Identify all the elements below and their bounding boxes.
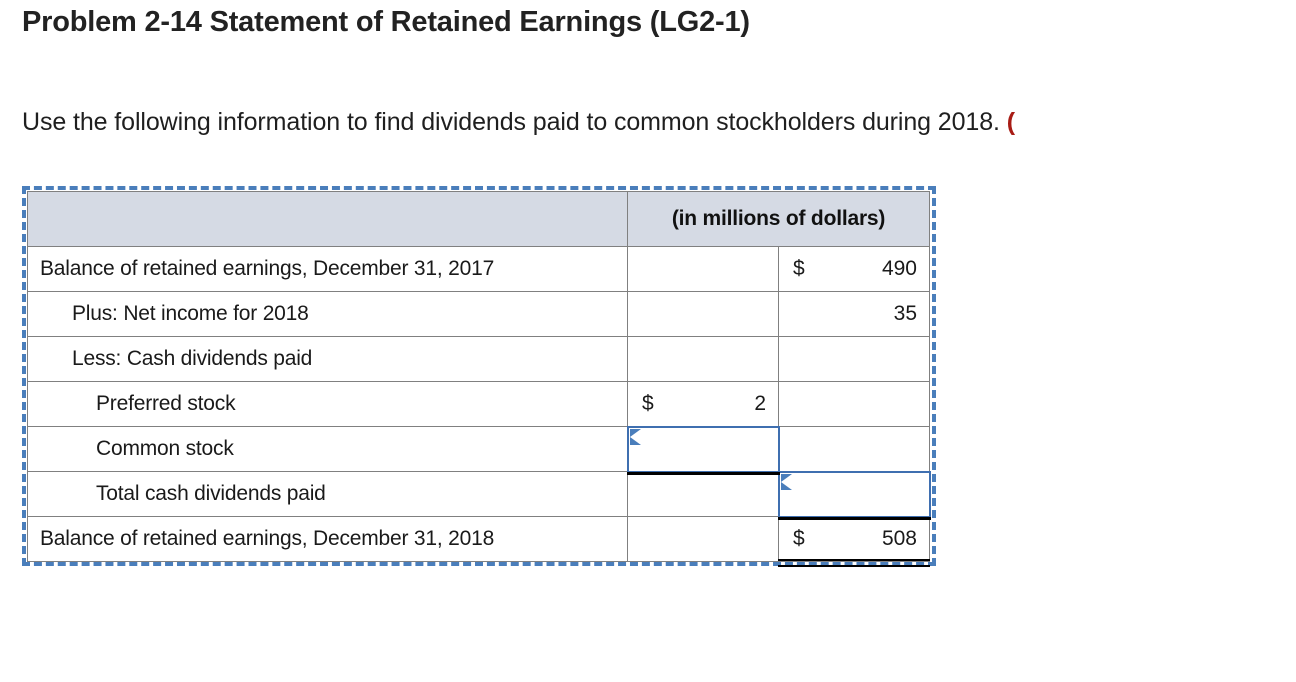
header-units-text: (in millions of dollars)	[671, 207, 886, 230]
answer-input-total-dividends[interactable]	[777, 470, 932, 521]
total-amount: $508	[779, 518, 929, 562]
row-label-cell: Less: Cash dividends paid	[27, 336, 628, 382]
answer-input-common-stock[interactable]	[626, 425, 781, 476]
row-label-text: Balance of retained earnings, December 3…	[40, 257, 495, 280]
row-label-text: Plus: Net income for 2018	[72, 302, 309, 325]
header-units-cell: (in millions of dollars)	[627, 191, 930, 247]
total-value: 35	[893, 302, 917, 325]
table-row: Total cash dividends paid	[27, 470, 932, 521]
instruction-open-paren: (	[1006, 108, 1015, 136]
total-amount	[780, 427, 930, 471]
retained-earnings-table: (in millions of dollars) Balance of retai…	[27, 191, 932, 567]
page-title: Problem 2-14 Statement of Retained Earni…	[22, 6, 750, 38]
row-subtotal-cell: $2	[627, 381, 779, 427]
total-value: 490	[881, 257, 917, 280]
row-total-cell	[778, 381, 930, 427]
cell-flag-icon	[780, 473, 792, 490]
subtotal-value: 2	[754, 391, 766, 415]
row-label-cell: Balance of retained earnings, December 3…	[27, 246, 628, 292]
row-subtotal-cell	[627, 471, 779, 517]
subtotal-amount	[628, 292, 778, 336]
subtotal-amount	[628, 337, 778, 381]
row-total-cell: 35	[778, 291, 930, 337]
row-label-text: Less: Cash dividends paid	[72, 347, 313, 370]
row-total-cell: $490	[778, 246, 930, 292]
retained-earnings-worksheet: (in millions of dollars) Balance of retai…	[22, 186, 936, 567]
instruction-text: Use the following information to find di…	[22, 108, 1007, 136]
row-label-cell: Plus: Net income for 2018	[27, 291, 628, 337]
table-row: Plus: Net income for 2018 35	[27, 291, 930, 337]
subtotal-amount	[628, 517, 778, 561]
total-amount	[779, 382, 929, 426]
row-label-cell: Common stock	[27, 426, 628, 472]
row-subtotal-cell	[627, 291, 779, 337]
row-label-cell: Preferred stock	[27, 381, 628, 427]
total-amount: 35	[779, 292, 929, 336]
row-label-text: Total cash dividends paid	[96, 482, 326, 505]
row-label-text: Common stock	[96, 437, 234, 460]
total-amount: $490	[779, 247, 929, 291]
table-row: Common stock	[27, 425, 930, 476]
subtotal-amount	[628, 247, 778, 291]
row-label-cell: Balance of retained earnings, December 3…	[27, 516, 628, 562]
row-total-cell	[778, 426, 930, 472]
table-row: Balance of retained earnings, December 3…	[27, 246, 930, 292]
total-amount	[779, 337, 929, 381]
row-subtotal-cell	[627, 516, 779, 562]
subtotal-amount: $2	[628, 382, 778, 426]
table-row: Balance of retained earnings, December 3…	[27, 516, 931, 567]
row-total-cell	[778, 336, 930, 382]
row-label-cell: Total cash dividends paid	[27, 471, 628, 517]
total-currency: $	[793, 257, 805, 280]
instruction-line: Use the following information to find di…	[22, 108, 1015, 137]
table-row: Preferred stock $2	[27, 381, 930, 427]
cell-flag-icon	[629, 428, 641, 445]
row-subtotal-cell	[627, 336, 779, 382]
row-subtotal-cell	[627, 246, 779, 292]
header-label-cell	[27, 191, 628, 247]
row-label-text: Balance of retained earnings, December 3…	[40, 527, 495, 550]
table-header-row: (in millions of dollars)	[27, 191, 930, 247]
row-label-text: Preferred stock	[96, 392, 236, 415]
total-value: 508	[881, 527, 917, 551]
table-row: Less: Cash dividends paid	[27, 336, 930, 382]
grand-total-cell: $508	[778, 516, 931, 567]
subtotal-currency: $	[642, 391, 654, 415]
subtotal-amount	[628, 473, 778, 517]
total-currency: $	[793, 527, 805, 551]
